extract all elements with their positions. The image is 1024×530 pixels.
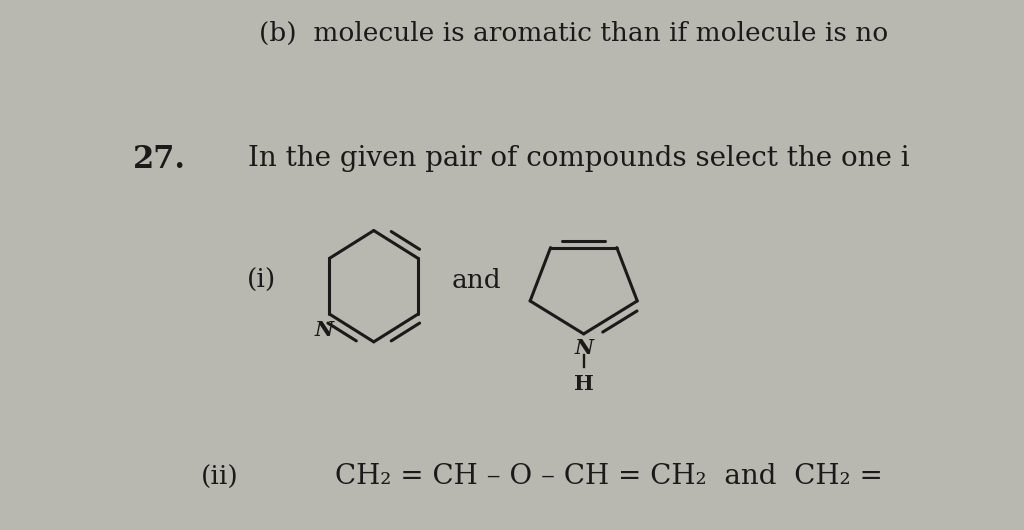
Text: N: N: [574, 338, 593, 358]
Text: In the given pair of compounds select the one i: In the given pair of compounds select th…: [248, 146, 909, 172]
Text: (i): (i): [247, 268, 275, 294]
Text: (b)  molecule is aromatic than if molecule is no: (b) molecule is aromatic than if molecul…: [259, 21, 888, 46]
Text: and: and: [452, 268, 501, 294]
Text: H: H: [573, 374, 594, 394]
Text: (ii): (ii): [202, 464, 239, 490]
Text: CH₂ = CH – O – CH = CH₂  and  CH₂ =: CH₂ = CH – O – CH = CH₂ and CH₂ =: [335, 464, 884, 490]
Text: 27.: 27.: [133, 144, 186, 174]
Text: N: N: [314, 320, 334, 340]
